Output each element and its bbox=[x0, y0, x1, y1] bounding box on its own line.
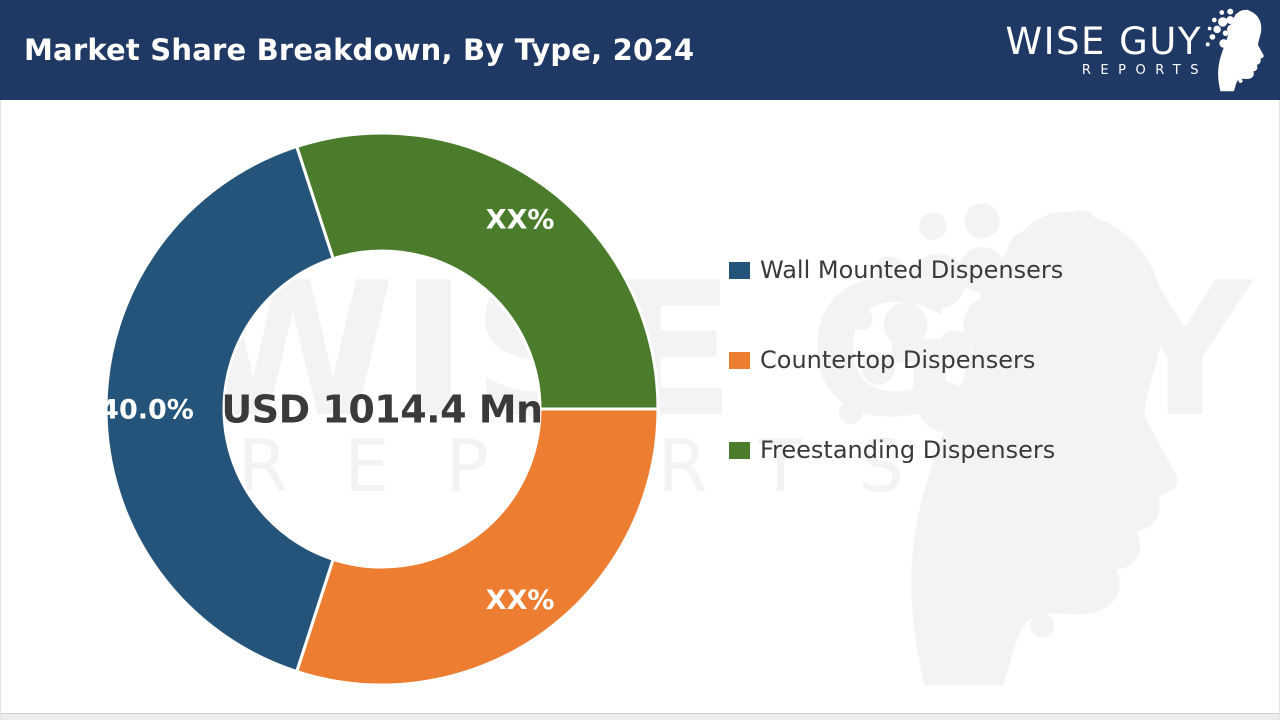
chart-center-value: USD 1014.4 Mn bbox=[221, 388, 542, 432]
brand-logo: WISE GUY REPORTS bbox=[1006, 7, 1264, 93]
legend-item: Countertop Dispensers bbox=[729, 346, 1063, 374]
legend-swatch bbox=[729, 441, 750, 459]
donut-chart: XX% XX% 40.0% USD 1014.4 Mn bbox=[100, 131, 660, 687]
slice-label: XX% bbox=[486, 205, 555, 236]
brand-subtitle: REPORTS bbox=[1081, 62, 1208, 78]
legend-label: Countertop Dispensers bbox=[760, 346, 1036, 374]
chart-area: WISE GUY REPORTS XX%XX%40.0% USD 1014.4 … bbox=[0, 100, 1280, 720]
brand-name: WISE GUY bbox=[1005, 19, 1202, 63]
legend-label: Wall Mounted Dispensers bbox=[760, 256, 1064, 284]
slice-label: XX% bbox=[486, 585, 555, 616]
wiseguy-face-icon bbox=[1205, 8, 1264, 92]
legend-item: Freestanding Dispensers bbox=[729, 436, 1063, 464]
legend: Wall Mounted Dispensers Countertop Dispen… bbox=[729, 256, 1063, 526]
bottom-border bbox=[1, 713, 1279, 720]
legend-swatch bbox=[729, 351, 750, 369]
legend-item: Wall Mounted Dispensers bbox=[729, 256, 1063, 284]
brand-logo-text: WISE GUY REPORTS bbox=[1006, 23, 1202, 78]
donut-slice bbox=[295, 407, 660, 687]
slice-label: 40.0% bbox=[100, 395, 194, 426]
donut-slice bbox=[104, 145, 335, 673]
donut-slices bbox=[104, 131, 660, 687]
legend-label: Freestanding Dispensers bbox=[760, 436, 1056, 464]
slice-labels: XX% XX% 40.0% bbox=[100, 205, 554, 616]
legend-swatch bbox=[729, 261, 750, 279]
header: Market Share Breakdown, By Type, 2024 WI… bbox=[0, 0, 1280, 100]
page-title: Market Share Breakdown, By Type, 2024 bbox=[24, 33, 695, 67]
donut-slice bbox=[295, 131, 660, 411]
